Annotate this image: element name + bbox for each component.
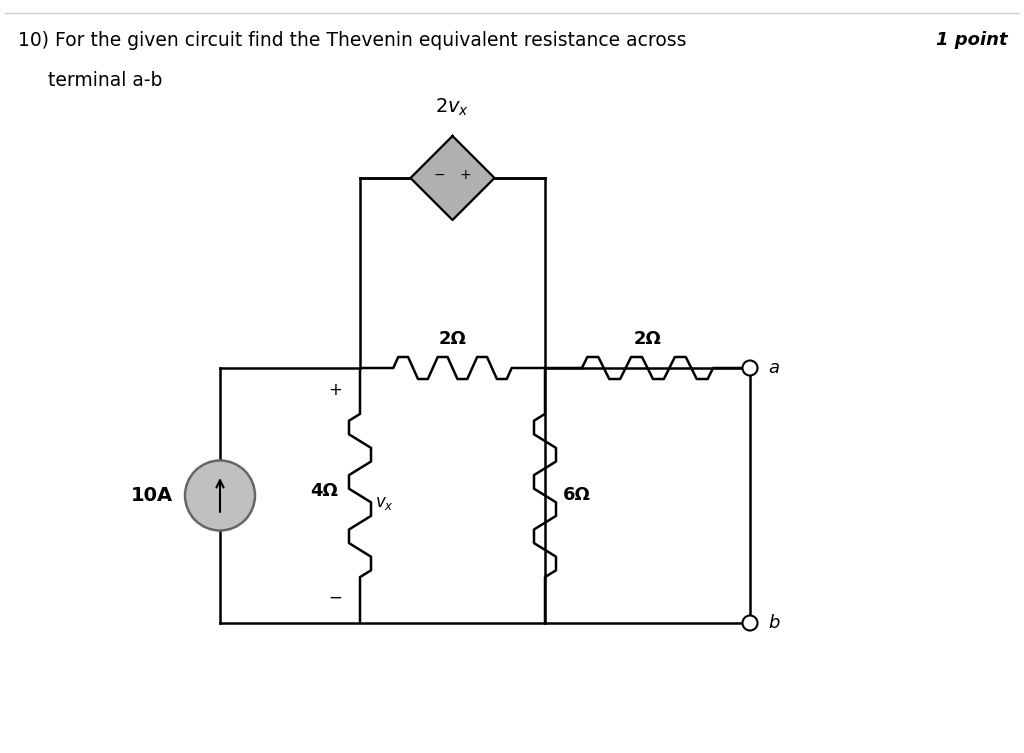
Text: 4Ω: 4Ω (310, 481, 338, 499)
Polygon shape (411, 136, 495, 220)
Text: 10) For the given circuit find the Thevenin equivalent resistance across: 10) For the given circuit find the Theve… (18, 31, 686, 50)
Text: 10A: 10A (131, 486, 173, 505)
Text: $v_x$: $v_x$ (375, 493, 394, 511)
Text: a: a (768, 359, 779, 377)
Circle shape (742, 361, 758, 376)
Text: +: + (328, 381, 342, 399)
Text: −: − (328, 589, 342, 607)
Text: −: − (434, 168, 445, 182)
Circle shape (742, 615, 758, 630)
Text: $2v_x$: $2v_x$ (435, 96, 470, 118)
Circle shape (185, 461, 255, 531)
Text: 6Ω: 6Ω (563, 486, 591, 505)
Text: 2Ω: 2Ω (634, 330, 662, 348)
Text: 2Ω: 2Ω (438, 330, 467, 348)
Text: +: + (460, 168, 471, 182)
Text: b: b (768, 614, 779, 632)
Text: terminal a-b: terminal a-b (48, 71, 163, 90)
Text: 1 point: 1 point (936, 31, 1008, 49)
